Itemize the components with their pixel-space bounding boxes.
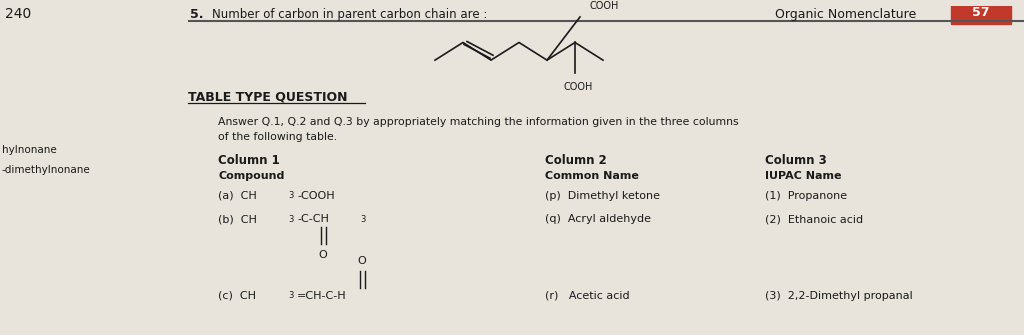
Text: O: O xyxy=(357,256,367,266)
Text: 240: 240 xyxy=(5,7,32,21)
Text: COOH: COOH xyxy=(590,1,620,11)
Text: TABLE TYPE QUESTION: TABLE TYPE QUESTION xyxy=(188,91,347,104)
Text: (3)  2,2-Dimethyl propanal: (3) 2,2-Dimethyl propanal xyxy=(765,291,912,301)
Text: (p)  Dimethyl ketone: (p) Dimethyl ketone xyxy=(545,191,660,201)
Text: (q)  Acryl aldehyde: (q) Acryl aldehyde xyxy=(545,214,651,224)
Text: (a)  CH: (a) CH xyxy=(218,191,257,201)
Text: Compound: Compound xyxy=(218,171,285,181)
Text: =CH-C-H: =CH-C-H xyxy=(297,291,347,301)
Text: 3: 3 xyxy=(288,215,293,224)
Text: Column 1: Column 1 xyxy=(218,154,280,167)
Text: Answer Q.1, Q.2 and Q.3 by appropriately matching the information given in the t: Answer Q.1, Q.2 and Q.3 by appropriately… xyxy=(218,117,738,127)
Text: -C-CH: -C-CH xyxy=(297,214,329,224)
Text: 5.: 5. xyxy=(190,7,204,20)
Text: (b)  CH: (b) CH xyxy=(218,214,257,224)
Text: (2)  Ethanoic acid: (2) Ethanoic acid xyxy=(765,214,863,224)
Text: Column 3: Column 3 xyxy=(765,154,826,167)
FancyBboxPatch shape xyxy=(951,0,1011,24)
Text: Common Name: Common Name xyxy=(545,171,639,181)
Text: Column 2: Column 2 xyxy=(545,154,607,167)
Text: of the following table.: of the following table. xyxy=(218,132,337,142)
Text: (1)  Propanone: (1) Propanone xyxy=(765,191,847,201)
Text: O: O xyxy=(318,250,328,260)
Text: 3: 3 xyxy=(360,215,366,224)
Text: COOH: COOH xyxy=(563,82,592,92)
Text: IUPAC Name: IUPAC Name xyxy=(765,171,842,181)
Text: (c)  CH: (c) CH xyxy=(218,291,256,301)
Text: hylnonane: hylnonane xyxy=(2,145,56,155)
Text: 3: 3 xyxy=(288,291,293,300)
Text: (r)   Acetic acid: (r) Acetic acid xyxy=(545,291,630,301)
Text: -COOH: -COOH xyxy=(297,191,335,201)
Text: Organic Nomenclature: Organic Nomenclature xyxy=(775,7,916,20)
Text: 57: 57 xyxy=(972,6,990,19)
Text: 3: 3 xyxy=(288,191,293,200)
Text: -dimethylnonane: -dimethylnonane xyxy=(2,165,91,175)
Text: Number of carbon in parent carbon chain are :: Number of carbon in parent carbon chain … xyxy=(212,7,487,20)
